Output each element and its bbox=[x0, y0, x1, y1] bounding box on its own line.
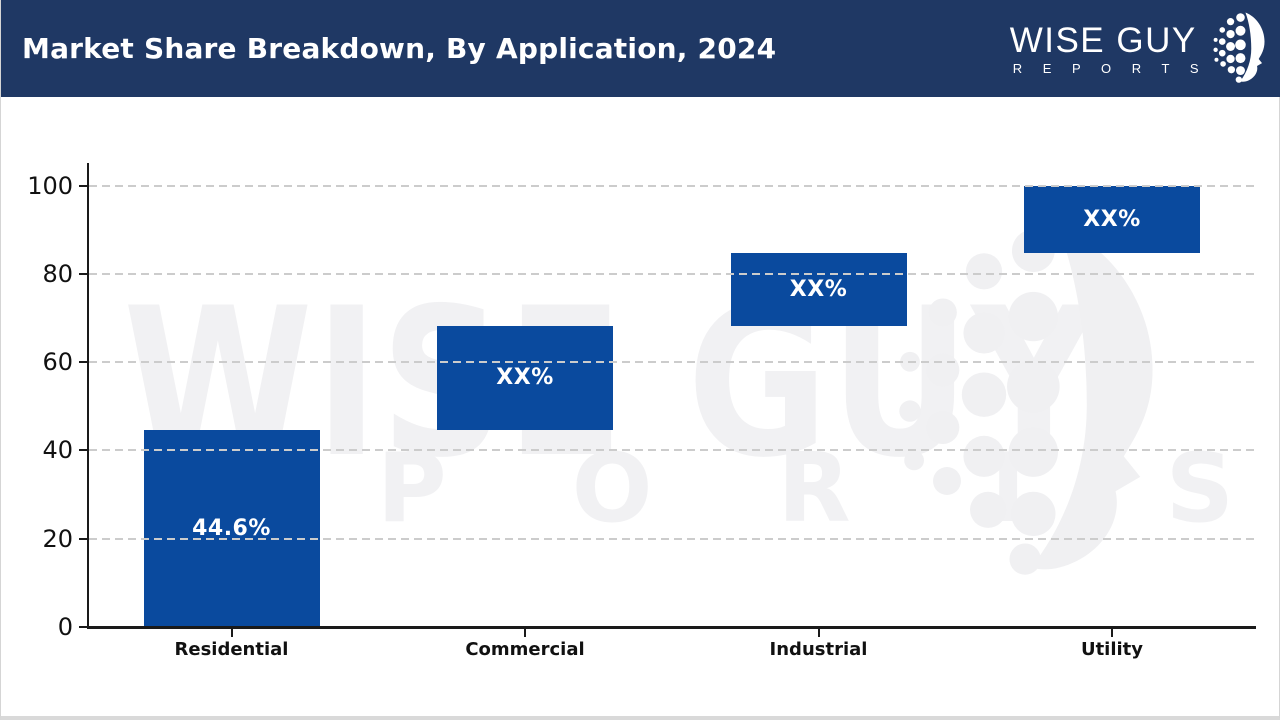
y-tick-80 bbox=[79, 272, 87, 275]
bar-value-label-residential: 44.6% bbox=[192, 516, 271, 542]
logo-subtext: R E P O R T S bbox=[1012, 60, 1207, 76]
x-tick-commercial bbox=[524, 629, 526, 637]
bar-industrial: XX% bbox=[730, 252, 907, 326]
head-profile-icon bbox=[1209, 9, 1267, 89]
x-category-label-commercial: Commercial bbox=[465, 639, 585, 660]
x-tick-industrial bbox=[817, 629, 820, 637]
y-tick-label-20: 20 bbox=[42, 524, 73, 553]
y-tick-0 bbox=[79, 626, 87, 628]
chart-title: Market Share Breakdown, By Application, … bbox=[22, 32, 777, 65]
y-tick-40 bbox=[79, 449, 87, 452]
x-category-label-residential: Residential bbox=[174, 639, 289, 660]
x-category-label-utility: Utility bbox=[1080, 639, 1144, 660]
y-tick-label-0: 0 bbox=[57, 613, 73, 641]
bar-value-label-utility: XX% bbox=[1083, 206, 1141, 232]
x-tick-utility bbox=[1111, 629, 1113, 637]
bar-utility: XX% bbox=[1024, 185, 1200, 253]
y-tick-label-60: 60 bbox=[42, 348, 73, 377]
x-axis-line bbox=[87, 626, 1256, 629]
y-axis-line bbox=[87, 163, 89, 629]
y-tick-label-80: 80 bbox=[42, 259, 73, 288]
x-tick-residential bbox=[230, 629, 233, 637]
gridline-60 bbox=[89, 361, 1254, 364]
y-tick-60 bbox=[79, 361, 87, 364]
gridline-40 bbox=[89, 449, 1254, 452]
bar-residential: 44.6% bbox=[143, 430, 320, 627]
bar-value-label-industrial: XX% bbox=[789, 276, 848, 302]
bar-value-label-commercial: XX% bbox=[496, 365, 554, 391]
gridline-20 bbox=[89, 537, 1254, 540]
y-tick-20 bbox=[79, 537, 87, 540]
y-tick-100 bbox=[79, 184, 87, 187]
header-bar: Market Share Breakdown, By Application, … bbox=[1, 0, 1280, 97]
logo-wordmark: WISE GUY bbox=[1009, 20, 1197, 60]
wise-guy-logo: WISE GUY R E P O R T S bbox=[1010, 9, 1267, 89]
bar-commercial: XX% bbox=[437, 325, 613, 431]
y-tick-label-40: 40 bbox=[42, 436, 73, 465]
y-tick-label-100: 100 bbox=[27, 171, 73, 200]
gridline-80 bbox=[89, 272, 1254, 275]
logo-text: WISE GUY R E P O R T S bbox=[1010, 23, 1207, 75]
gridline-100 bbox=[89, 184, 1254, 187]
x-category-label-industrial: Industrial bbox=[769, 639, 868, 660]
